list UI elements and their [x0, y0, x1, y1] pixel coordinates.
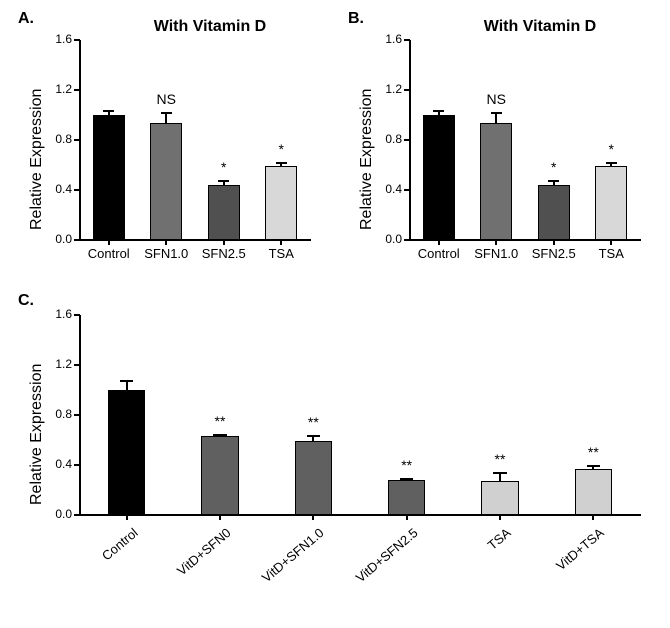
bar	[538, 185, 570, 240]
error-bar	[165, 113, 167, 123]
category-label: TSA	[420, 525, 514, 607]
significance-annotation: *	[534, 159, 574, 175]
category-label: SFN1.0	[468, 246, 526, 261]
y-tick-label: 0.0	[38, 232, 72, 246]
category-label: VitD+SFN2.5	[326, 525, 420, 607]
significance-annotation: *	[204, 159, 244, 175]
bar	[481, 481, 518, 515]
bar	[388, 480, 425, 515]
category-label: VitD+SFN1.0	[233, 525, 327, 607]
bar	[295, 441, 332, 515]
significance-annotation: **	[387, 457, 427, 473]
x-axis	[79, 514, 641, 516]
panel-label-a: A.	[18, 10, 34, 28]
significance-annotation: **	[573, 444, 613, 460]
y-tick-label: 1.6	[38, 307, 72, 321]
y-axis-label: Relative Expression	[28, 89, 46, 230]
bar	[423, 115, 455, 240]
y-tick-label: 1.6	[38, 32, 72, 46]
error-bar	[499, 473, 501, 482]
category-label: SFN1.0	[138, 246, 196, 261]
category-label: VitD+TSA	[513, 525, 607, 607]
panel-label-c: C.	[18, 292, 34, 310]
chart-c: 0.00.40.81.21.6Relative ExpressionContro…	[80, 315, 640, 515]
bar	[265, 166, 297, 240]
chart-b: 0.00.40.81.21.6Relative ExpressionContro…	[410, 40, 640, 240]
y-tick-label: 0.0	[38, 507, 72, 521]
y-axis-label: Relative Expression	[358, 89, 376, 230]
chart-a: 0.00.40.81.21.6Relative ExpressionContro…	[80, 40, 310, 240]
figure-stage: A. With Vitamin D 0.00.40.81.21.6Relative …	[0, 0, 670, 628]
bar	[201, 436, 238, 515]
chart-title-a: With Vitamin D	[110, 18, 310, 36]
y-tick-label: 0.0	[368, 232, 402, 246]
significance-annotation: **	[480, 451, 520, 467]
significance-annotation: **	[200, 413, 240, 429]
bar	[595, 166, 627, 240]
significance-annotation: *	[261, 141, 301, 157]
category-label: Control	[410, 246, 468, 261]
significance-annotation: **	[293, 414, 333, 430]
category-label: Control	[46, 525, 140, 607]
significance-annotation: *	[591, 141, 631, 157]
bar	[208, 185, 240, 240]
category-label: Control	[80, 246, 138, 261]
error-bar	[495, 113, 497, 123]
bar	[93, 115, 125, 240]
chart-title-b: With Vitamin D	[440, 18, 640, 36]
category-label: SFN2.5	[525, 246, 583, 261]
error-bar	[126, 381, 128, 390]
category-label: TSA	[583, 246, 641, 261]
y-tick-label: 1.6	[368, 32, 402, 46]
y-axis-label: Relative Expression	[28, 364, 46, 505]
significance-annotation: NS	[146, 91, 186, 107]
bar	[575, 469, 612, 515]
category-label: TSA	[253, 246, 311, 261]
bar	[480, 123, 512, 241]
category-label: SFN2.5	[195, 246, 253, 261]
bar	[108, 390, 145, 515]
panel-label-b: B.	[348, 10, 364, 28]
category-label: VitD+SFN0	[140, 525, 234, 607]
significance-annotation: NS	[476, 91, 516, 107]
bar	[150, 123, 182, 241]
